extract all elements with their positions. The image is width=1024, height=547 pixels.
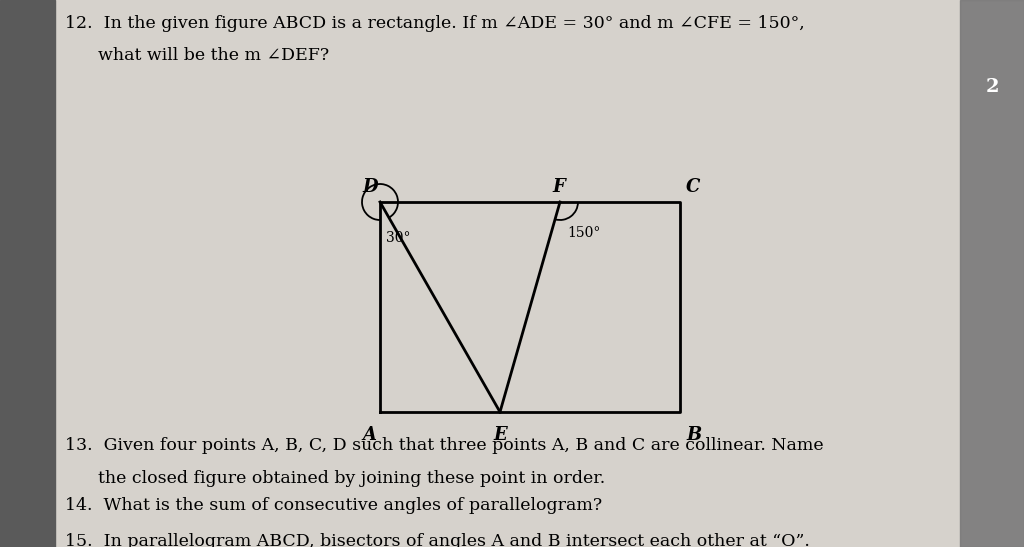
Text: A: A (362, 426, 376, 444)
Text: 15.  In parallelogram ABCD, bisectors of angles A and B intersect each other at : 15. In parallelogram ABCD, bisectors of … (65, 533, 810, 547)
Bar (961, 0, 1024, 547)
Text: 12.  In the given figure ABCD is a rectangle. If m ∠ADE = 30° and m ∠CFE = 150°,: 12. In the given figure ABCD is a rectan… (65, 15, 805, 32)
Text: B: B (686, 426, 701, 444)
Text: 30°: 30° (386, 231, 411, 245)
Text: 2: 2 (985, 78, 998, 96)
Text: 14.  What is the sum of consecutive angles of parallelogram?: 14. What is the sum of consecutive angle… (65, 497, 602, 514)
Bar (0, 0, 55, 547)
Text: the closed figure obtained by joining these point in order.: the closed figure obtained by joining th… (65, 470, 605, 487)
Text: what will be the m ∠DEF?: what will be the m ∠DEF? (65, 47, 329, 64)
Text: F: F (552, 178, 565, 196)
Text: 150°: 150° (567, 226, 600, 240)
Text: C: C (686, 178, 700, 196)
Text: E: E (493, 426, 507, 444)
Text: 13.  Given four points A, B, C, D such that three points A, B and C are collinea: 13. Given four points A, B, C, D such th… (65, 437, 823, 454)
Text: D: D (362, 178, 378, 196)
